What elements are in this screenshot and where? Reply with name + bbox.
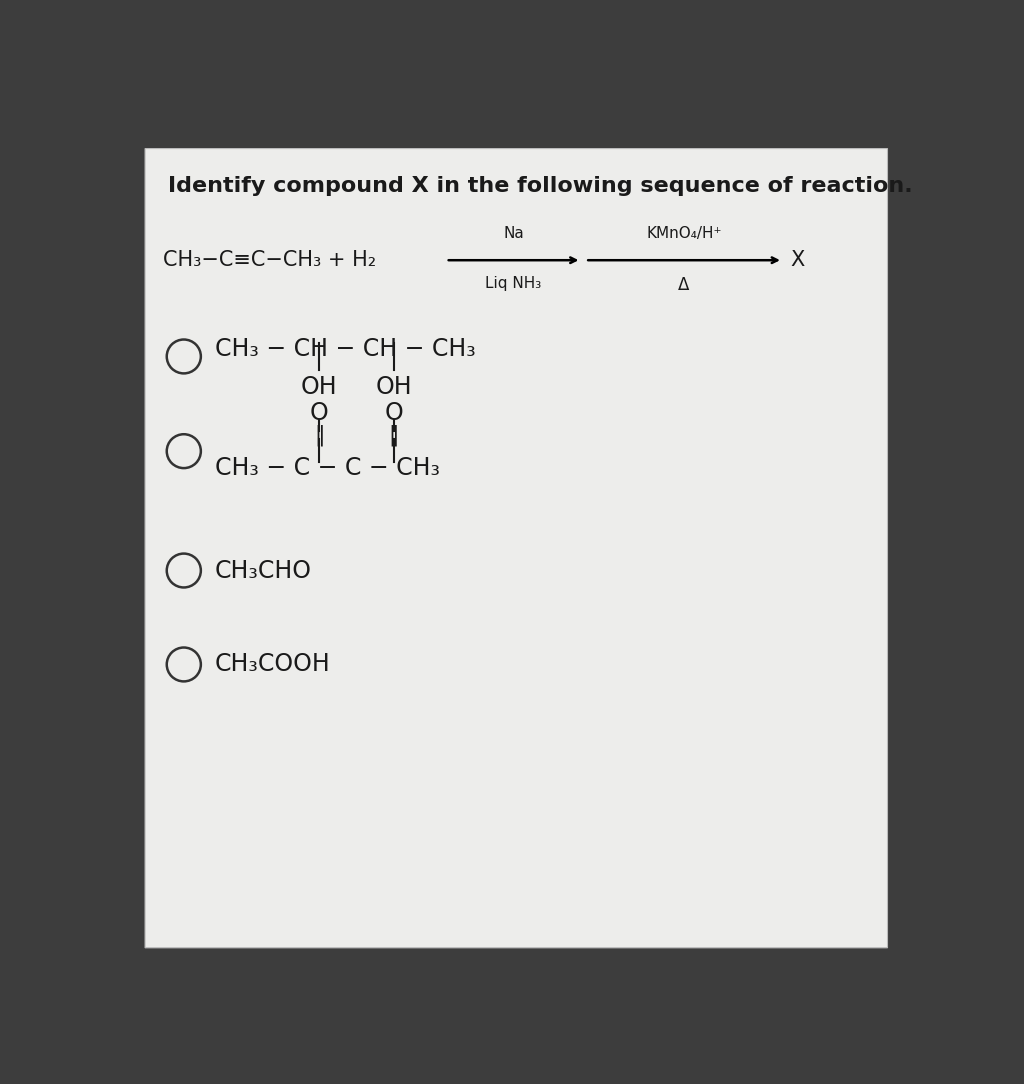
Text: Na: Na [503, 225, 524, 241]
Text: Δ: Δ [678, 275, 690, 294]
Circle shape [167, 554, 201, 588]
Text: Liq NH₃: Liq NH₃ [485, 275, 542, 291]
Text: CH₃COOH: CH₃COOH [215, 653, 331, 676]
Text: KMnO₄/H⁺: KMnO₄/H⁺ [646, 225, 722, 241]
Text: CH₃ − CH − CH − CH₃: CH₃ − CH − CH − CH₃ [215, 337, 475, 361]
Text: O: O [384, 401, 403, 425]
Text: OH: OH [376, 375, 412, 399]
Circle shape [167, 435, 201, 468]
Circle shape [167, 647, 201, 682]
Text: ‖: ‖ [314, 424, 325, 446]
Text: OH: OH [301, 375, 338, 399]
Text: O: O [310, 401, 329, 425]
Text: ‖: ‖ [388, 424, 399, 446]
Text: Identify compound X in the following sequence of reaction.: Identify compound X in the following seq… [168, 176, 913, 195]
Text: CH₃CHO: CH₃CHO [215, 558, 311, 582]
FancyBboxPatch shape [145, 149, 888, 947]
Text: CH₃−C≡C−CH₃ + H₂: CH₃−C≡C−CH₃ + H₂ [163, 250, 376, 270]
Text: X: X [791, 250, 805, 270]
Circle shape [167, 339, 201, 373]
Text: CH₃ − C − C − CH₃: CH₃ − C − C − CH₃ [215, 456, 439, 480]
